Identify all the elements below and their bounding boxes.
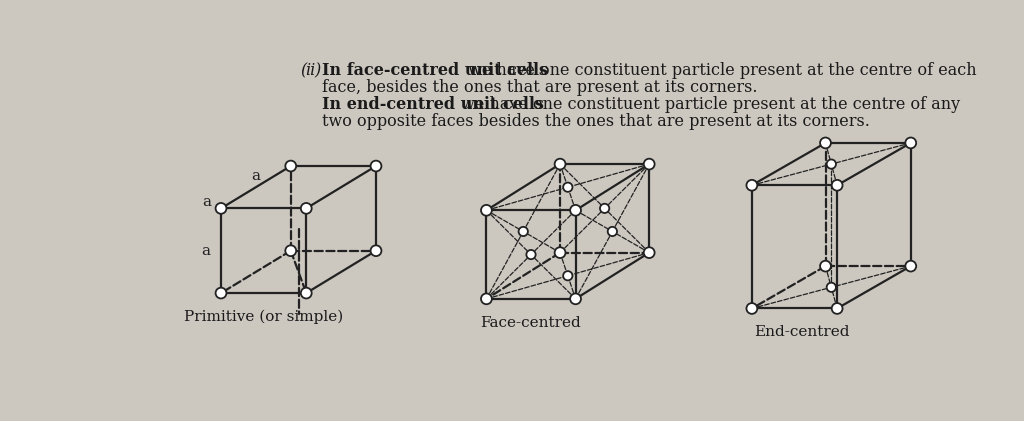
Circle shape bbox=[481, 205, 492, 216]
Circle shape bbox=[831, 303, 843, 314]
Text: ii: ii bbox=[305, 62, 315, 79]
Circle shape bbox=[746, 180, 758, 191]
Text: we have one constituent particle present at the centre of each: we have one constituent particle present… bbox=[463, 62, 977, 79]
Circle shape bbox=[905, 261, 916, 272]
Circle shape bbox=[644, 247, 654, 258]
Circle shape bbox=[746, 303, 758, 314]
Circle shape bbox=[600, 204, 609, 213]
Circle shape bbox=[555, 247, 565, 258]
Circle shape bbox=[563, 271, 572, 280]
Circle shape bbox=[526, 250, 536, 259]
Circle shape bbox=[286, 161, 296, 171]
Circle shape bbox=[371, 245, 381, 256]
Text: Face-centred: Face-centred bbox=[480, 316, 582, 330]
Text: Primitive (or simple): Primitive (or simple) bbox=[184, 310, 343, 325]
Circle shape bbox=[570, 205, 581, 216]
Circle shape bbox=[286, 245, 296, 256]
Text: End-centred: End-centred bbox=[755, 325, 850, 339]
Circle shape bbox=[563, 183, 572, 192]
Circle shape bbox=[820, 138, 830, 148]
Circle shape bbox=[518, 227, 528, 236]
Text: two opposite faces besides the ones that are present at its corners.: two opposite faces besides the ones that… bbox=[322, 113, 869, 130]
Text: we have one constituent particle present at the centre of any: we have one constituent particle present… bbox=[456, 96, 959, 113]
Text: In face-centred unit cells: In face-centred unit cells bbox=[322, 62, 548, 79]
Text: In end-centred unit cells: In end-centred unit cells bbox=[322, 96, 544, 113]
Circle shape bbox=[820, 261, 830, 272]
Text: (: ( bbox=[300, 62, 306, 79]
Circle shape bbox=[905, 138, 916, 148]
Circle shape bbox=[481, 293, 492, 304]
Circle shape bbox=[644, 159, 654, 170]
Circle shape bbox=[607, 227, 617, 236]
Text: a: a bbox=[203, 195, 212, 209]
Circle shape bbox=[216, 203, 226, 214]
Circle shape bbox=[555, 159, 565, 170]
Circle shape bbox=[301, 203, 311, 214]
Text: face, besides the ones that are present at its corners.: face, besides the ones that are present … bbox=[322, 79, 758, 96]
Circle shape bbox=[826, 282, 836, 292]
Circle shape bbox=[371, 161, 381, 171]
Circle shape bbox=[570, 293, 581, 304]
Circle shape bbox=[831, 180, 843, 191]
Circle shape bbox=[216, 288, 226, 298]
Circle shape bbox=[301, 288, 311, 298]
Text: ): ) bbox=[314, 62, 321, 79]
Text: a: a bbox=[201, 244, 210, 258]
Text: a: a bbox=[251, 169, 260, 184]
Circle shape bbox=[826, 160, 836, 169]
